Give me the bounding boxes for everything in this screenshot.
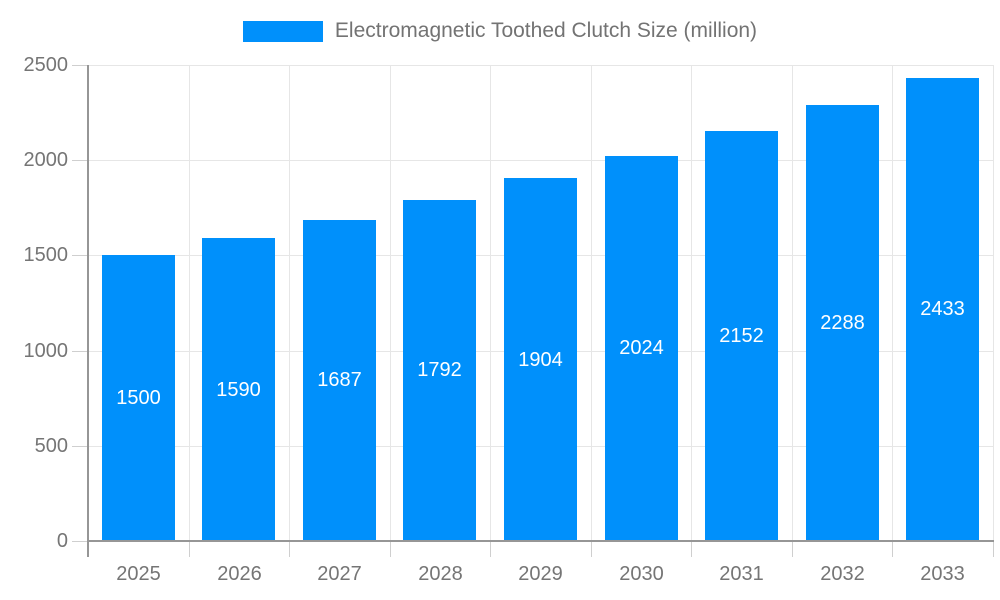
y-axis-tick bbox=[72, 65, 88, 66]
gridline-vertical bbox=[892, 65, 893, 541]
x-axis-tick bbox=[289, 541, 290, 557]
bar-value-label: 2024 bbox=[619, 337, 664, 359]
bar-2028[interactable] bbox=[403, 200, 476, 541]
y-axis-tick-label: 1500 bbox=[23, 244, 69, 266]
bar-value-label: 1590 bbox=[216, 379, 261, 401]
y-axis-tick-label: 0 bbox=[56, 530, 68, 552]
legend[interactable]: Electromagnetic Toothed Clutch Size (mil… bbox=[0, 18, 1000, 44]
gridline-vertical bbox=[792, 65, 793, 541]
y-axis-tick bbox=[72, 446, 88, 447]
x-axis-tick bbox=[691, 541, 692, 557]
bar-2025[interactable] bbox=[102, 255, 175, 541]
bar-value-label: 1500 bbox=[116, 387, 161, 409]
bar-value-label: 1792 bbox=[417, 359, 462, 381]
x-axis-label: 2026 bbox=[217, 563, 262, 585]
gridline-horizontal bbox=[88, 65, 993, 66]
gridline-horizontal bbox=[88, 160, 993, 161]
gridline-vertical bbox=[289, 65, 290, 541]
x-axis-label: 2030 bbox=[619, 563, 664, 585]
bar-value-label: 2433 bbox=[920, 298, 965, 320]
x-axis-tick bbox=[792, 541, 793, 557]
gridline-vertical bbox=[390, 65, 391, 541]
x-axis-label: 2032 bbox=[820, 563, 865, 585]
y-axis-tick-label: 2500 bbox=[23, 54, 69, 76]
legend-label: Electromagnetic Toothed Clutch Size (mil… bbox=[334, 19, 758, 42]
bar-2030[interactable] bbox=[605, 156, 678, 541]
x-axis-label: 2031 bbox=[719, 563, 764, 585]
bar-2032[interactable] bbox=[806, 105, 879, 541]
x-axis-tick bbox=[390, 541, 391, 557]
y-axis-tick bbox=[72, 160, 88, 161]
x-axis-tick bbox=[591, 541, 592, 557]
y-axis-line bbox=[87, 65, 89, 557]
gridline-vertical bbox=[591, 65, 592, 541]
y-axis-tick-label: 1000 bbox=[23, 340, 69, 362]
y-axis-tick bbox=[72, 351, 88, 352]
y-axis-tick-label: 2000 bbox=[23, 149, 69, 171]
bar-2031[interactable] bbox=[705, 131, 778, 541]
x-axis-tick bbox=[993, 541, 994, 557]
gridline-vertical bbox=[490, 65, 491, 541]
bar-2026[interactable] bbox=[202, 238, 275, 541]
bar-value-label: 2288 bbox=[820, 312, 865, 334]
bar-value-label: 1687 bbox=[317, 369, 362, 391]
x-axis-tick bbox=[189, 541, 190, 557]
x-axis-label: 2029 bbox=[518, 563, 563, 585]
y-axis-tick bbox=[72, 541, 88, 542]
gridline-vertical bbox=[993, 65, 994, 541]
bar-2029[interactable] bbox=[504, 178, 577, 541]
x-axis-tick bbox=[892, 541, 893, 557]
gridline-vertical bbox=[691, 65, 692, 541]
y-axis-tick-label: 500 bbox=[34, 435, 68, 457]
x-axis-tick bbox=[490, 541, 491, 557]
x-axis-line bbox=[87, 540, 994, 542]
bar-2027[interactable] bbox=[303, 220, 376, 541]
bar-value-label: 2152 bbox=[719, 325, 764, 347]
bar-2033[interactable] bbox=[906, 78, 979, 541]
x-axis-label: 2033 bbox=[920, 563, 965, 585]
gridline-vertical bbox=[189, 65, 190, 541]
y-axis-tick bbox=[72, 255, 88, 256]
bar-value-label: 1904 bbox=[518, 349, 563, 371]
x-axis-label: 2028 bbox=[418, 563, 463, 585]
legend-swatch bbox=[242, 20, 323, 42]
x-axis-label: 2025 bbox=[116, 563, 161, 585]
x-axis-label: 2027 bbox=[317, 563, 362, 585]
